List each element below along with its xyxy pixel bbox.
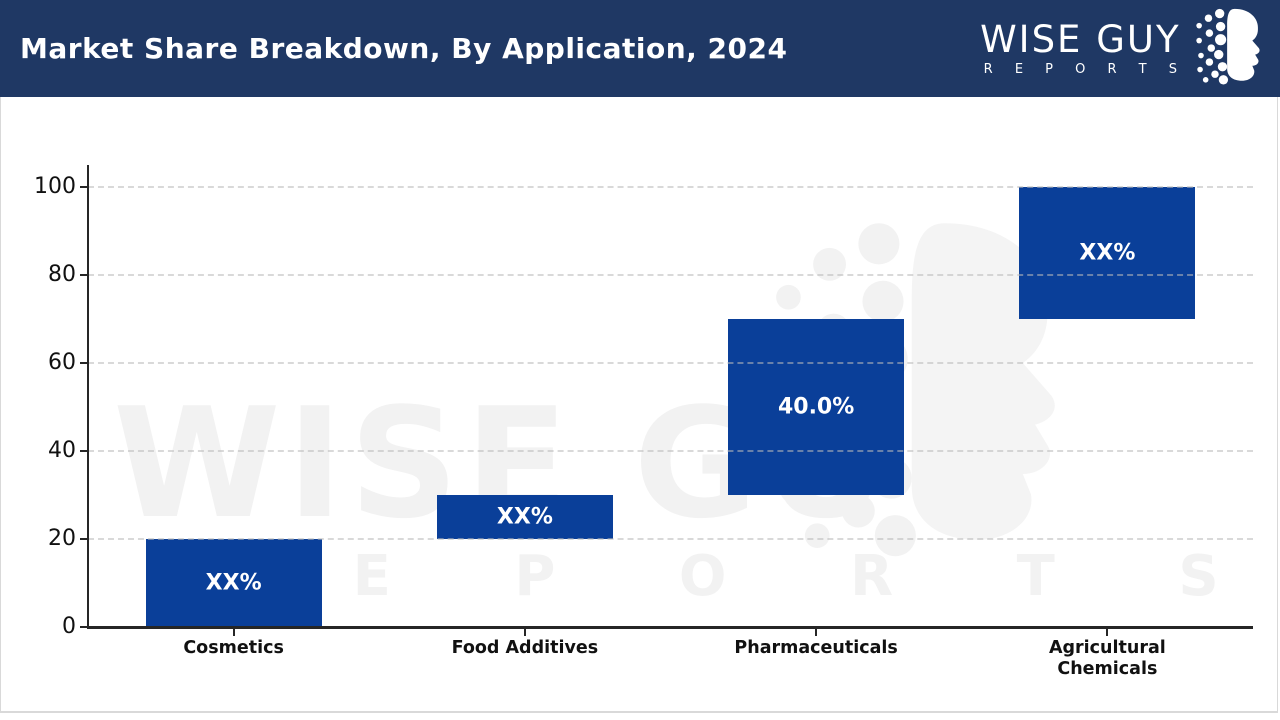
y-tick-label-0: 0: [62, 614, 76, 639]
x-tick-2: [815, 629, 818, 636]
y-axis-spine: [87, 165, 89, 628]
brand-logo: WISE GUY R E P O R T S: [975, 8, 1268, 90]
gridline-20: [88, 538, 1253, 540]
x-category-label: Food Additives: [451, 638, 599, 658]
bar-pharmaceuticals: [728, 319, 905, 495]
brand-face-icon: [1196, 8, 1260, 85]
bar-agricultural-chemicals: [1019, 187, 1196, 319]
y-tick-0: [80, 626, 87, 628]
bar-cosmetics: [145, 539, 322, 627]
bar-food-additives: [436, 495, 613, 539]
y-tick-label-60: 60: [48, 350, 76, 375]
bar-value-label: 40.0%: [777, 394, 855, 420]
bar-value-label: XX%: [1079, 240, 1136, 266]
y-tick-label-40: 40: [48, 438, 76, 463]
y-tick-label-20: 20: [48, 526, 76, 551]
y-tick-60: [80, 362, 87, 364]
watermark-subtext: R E P O R T S: [186, 544, 1271, 609]
x-axis-spine: [87, 626, 1253, 629]
gridline-60: [88, 362, 1253, 364]
x-category-label: Agricultural Chemicals: [1048, 638, 1166, 679]
header-bar: Market Share Breakdown, By Application, …: [0, 0, 1280, 97]
y-tick-40: [80, 450, 87, 452]
x-category-label: Cosmetics: [183, 638, 284, 658]
x-tick-1: [523, 629, 526, 636]
brand-logo-text: WISE GUY R E P O R T S: [975, 18, 1186, 77]
gridline-100: [88, 186, 1253, 188]
x-category-label: Pharmaceuticals: [734, 638, 898, 658]
chart-title: Market Share Breakdown, By Application, …: [20, 32, 788, 65]
x-tick-0: [232, 629, 235, 636]
gridline-80: [88, 274, 1253, 276]
brand-name: WISE GUY: [980, 18, 1181, 62]
bar-value-label: XX%: [205, 570, 262, 596]
y-tick-20: [80, 538, 87, 540]
y-tick-label-100: 100: [34, 174, 76, 199]
bar-value-label: XX%: [496, 504, 553, 530]
gridline-40: [88, 450, 1253, 452]
y-tick-100: [80, 186, 87, 188]
brand-subtitle: R E P O R T S: [983, 61, 1186, 77]
x-tick-3: [1106, 629, 1109, 636]
y-tick-80: [80, 274, 87, 276]
y-tick-label-80: 80: [48, 262, 76, 287]
